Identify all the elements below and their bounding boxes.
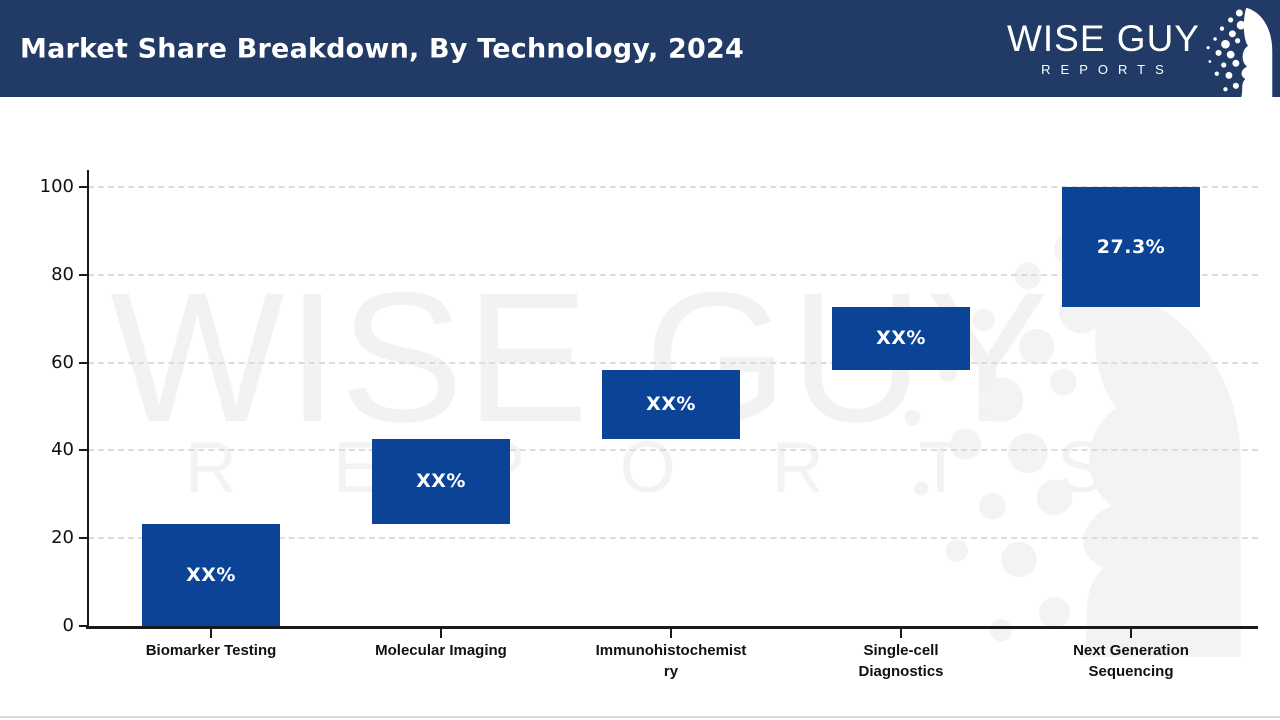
y-axis-line — [87, 170, 89, 626]
x-tick-5 — [1130, 629, 1132, 638]
gridline-80 — [88, 273, 1258, 276]
x-tick-3 — [670, 629, 672, 638]
gridline-40 — [88, 449, 1258, 452]
bottom-divider — [0, 716, 1280, 718]
x-category-label-4: Single-cell Diagnostics — [858, 642, 944, 680]
x-tick-1 — [210, 629, 212, 638]
y-tick-label-80: 80 — [51, 263, 74, 285]
bar-4: XX% — [832, 306, 970, 370]
y-tick-0 — [79, 625, 88, 627]
gridline-100 — [88, 186, 1258, 188]
y-tick-label-60: 60 — [51, 351, 74, 373]
y-tick-label-100: 100 — [39, 176, 74, 197]
bar-3: XX% — [602, 369, 740, 439]
y-tick-label-40: 40 — [51, 439, 74, 461]
x-tick-4 — [900, 629, 902, 638]
x-axis-line — [86, 626, 1258, 629]
bar-value-label-5: 27.3% — [1096, 235, 1166, 258]
brand-name: WISE GUY — [1006, 18, 1200, 59]
x-category-label-5: Next Generation Sequencing — [1073, 642, 1189, 680]
bar-1: XX% — [142, 524, 280, 626]
header-bar: Market Share Breakdown, By Technology, 2… — [0, 0, 1280, 98]
brand-logo: WISE GUY REPORTS — [1007, 4, 1273, 98]
y-tick-80 — [79, 273, 88, 276]
bar-value-label-3: XX% — [646, 393, 696, 416]
page-title: Market Share Breakdown, By Technology, 2… — [20, 33, 745, 64]
bar-2: XX% — [372, 438, 510, 525]
bar-value-label-1: XX% — [186, 564, 236, 587]
y-tick-label-0: 0 — [62, 615, 74, 636]
y-tick-20 — [79, 537, 88, 540]
gridline-60 — [88, 361, 1258, 364]
dotted-head-icon — [1206, 7, 1273, 98]
x-category-label-1: Biomarker Testing — [145, 642, 277, 659]
y-tick-100 — [79, 186, 88, 188]
x-category-label-3: Immunohistochemist ry — [595, 642, 747, 680]
plot: 0 20 40 60 80 100 XX% XX% XX% XX% 27.3% Biomarker T… — [0, 97, 1280, 716]
brand-logo-text: WISE GUY REPORTS — [1007, 18, 1200, 77]
gridline-20 — [88, 537, 1258, 540]
bar-value-label-4: XX% — [876, 327, 926, 350]
y-tick-60 — [79, 361, 88, 364]
chart-area: WISE GUY R E P O R T S 0 20 40 60 80 100 XX% XX… — [0, 97, 1280, 716]
bar-value-label-2: XX% — [416, 470, 466, 493]
x-category-label-2: Molecular Imaging — [375, 642, 507, 659]
y-tick-40 — [79, 449, 88, 452]
x-tick-2 — [440, 629, 442, 638]
brand-subtitle: REPORTS — [1041, 62, 1174, 77]
y-tick-label-20: 20 — [51, 527, 74, 549]
bar-5: 27.3% — [1062, 187, 1200, 307]
